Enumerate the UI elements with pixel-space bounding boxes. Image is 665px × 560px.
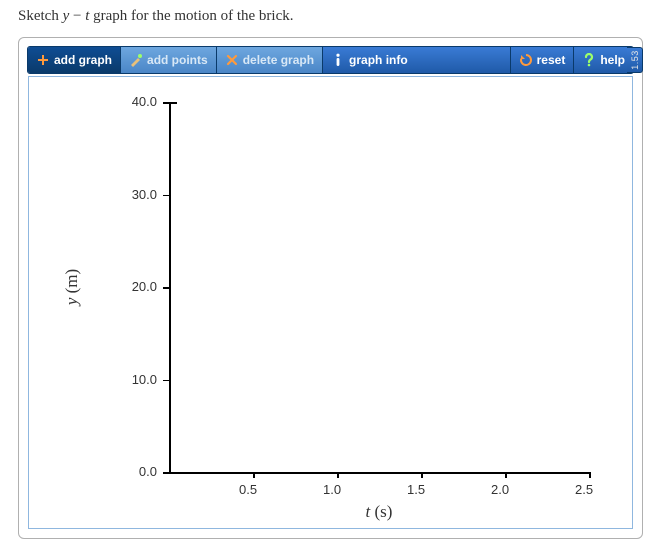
graph-info-button[interactable]: graph info: [323, 47, 416, 73]
reset-label: reset: [537, 53, 566, 67]
x-tick-label: 1.0: [323, 482, 341, 497]
version-label: 1.53: [630, 50, 640, 70]
reset-button[interactable]: reset: [510, 47, 575, 73]
reset-icon: [519, 53, 533, 67]
info-icon: [331, 53, 345, 67]
x-tick-label: 2.5: [575, 482, 593, 497]
x-axis-label: t (s): [339, 502, 419, 522]
help-icon: [582, 53, 596, 67]
help-button[interactable]: help: [574, 47, 633, 73]
prompt-pre: Sketch: [18, 8, 63, 24]
add-graph-button[interactable]: add graph: [28, 47, 121, 73]
prompt-post: graph for the motion of the brick.: [89, 8, 293, 24]
delete-graph-button[interactable]: delete graph: [217, 47, 323, 73]
help-label: help: [600, 53, 625, 67]
graph-panel: add graph add points delete graph graph …: [18, 37, 643, 539]
chart-canvas[interactable]: 0.0 10.0 20.0 30.0 40.0 0.5 1.0 1.5 2.0 2.5 y (m) t…: [29, 77, 632, 528]
y-axis-label: y (m): [62, 269, 82, 305]
x-tick-label: 2.0: [491, 482, 509, 497]
plus-icon: [36, 53, 50, 67]
y-tick-label: 10.0: [107, 372, 157, 387]
toolbar-spacer: [416, 47, 510, 73]
x-tick-label: 0.5: [239, 482, 257, 497]
add-graph-label: add graph: [54, 53, 112, 67]
y-tick-label: 0.0: [107, 464, 157, 479]
add-points-button[interactable]: add points: [121, 47, 217, 73]
x-delete-icon: [225, 53, 239, 67]
toolbar-right: reset help: [510, 47, 633, 73]
y-tick-label: 40.0: [107, 94, 157, 109]
x-tick-label: 1.5: [407, 482, 425, 497]
chart-frame: 0.0 10.0 20.0 30.0 40.0 0.5 1.0 1.5 2.0 2.5 y (m) t…: [28, 76, 633, 529]
prompt-text: Sketch y − t graph for the motion of the…: [0, 0, 665, 37]
prompt-minus: −: [69, 8, 85, 24]
y-tick-label: 30.0: [107, 187, 157, 202]
toolbar: add graph add points delete graph graph …: [27, 46, 634, 74]
delete-graph-label: delete graph: [243, 53, 314, 67]
y-tick-label: 20.0: [107, 279, 157, 294]
add-points-label: add points: [147, 53, 208, 67]
graph-info-label: graph info: [349, 53, 408, 67]
pencil-point-icon: [129, 53, 143, 67]
version-tab: 1.53: [627, 47, 643, 73]
toolbar-left: add graph add points delete graph graph …: [28, 47, 416, 73]
